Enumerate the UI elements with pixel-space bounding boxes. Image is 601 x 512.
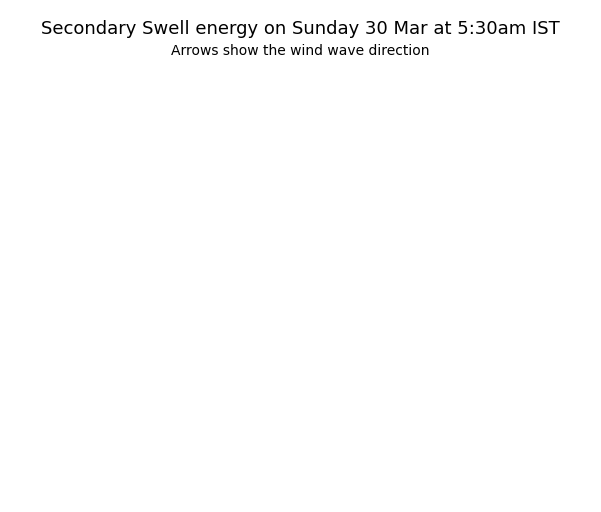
Text: Arrows show the wind wave direction: Arrows show the wind wave direction bbox=[171, 44, 430, 57]
Text: Secondary Swell energy on Sunday 30 Mar at 5:30am IST: Secondary Swell energy on Sunday 30 Mar … bbox=[41, 20, 560, 38]
